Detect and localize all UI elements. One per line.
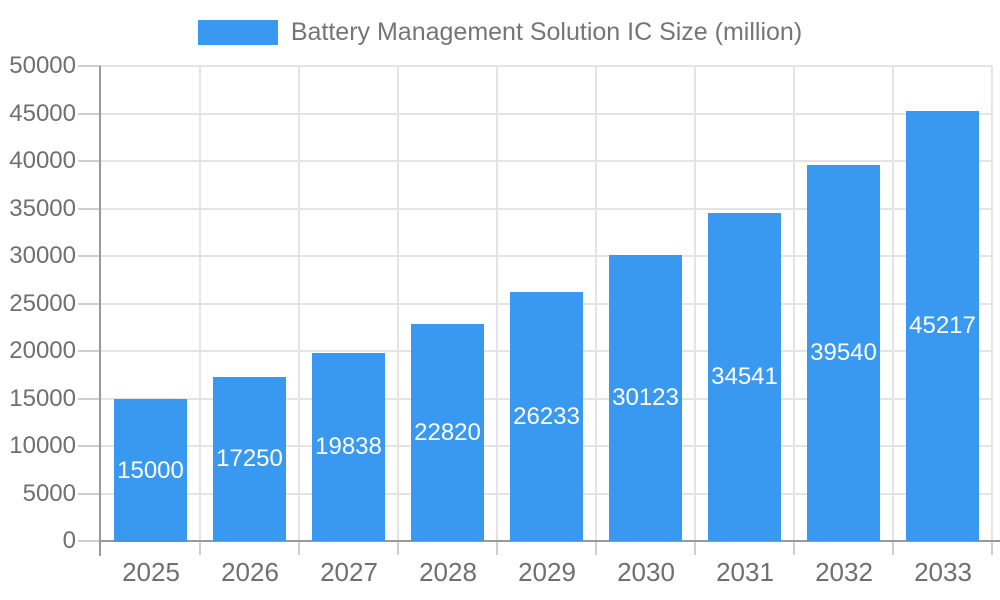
grid-line-vertical <box>991 66 993 541</box>
grid-line-vertical <box>298 66 300 541</box>
x-axis-line <box>99 540 1000 542</box>
x-tick-mark <box>991 540 993 555</box>
bar-value-label: 19838 <box>315 433 382 460</box>
y-tick-mark <box>78 160 101 162</box>
grid-line-vertical <box>694 66 696 541</box>
bar[interactable]: 26233 <box>510 292 583 541</box>
x-tick-mark <box>595 540 597 555</box>
legend-swatch <box>197 19 278 45</box>
x-tick-mark <box>298 540 300 555</box>
grid-line-horizontal <box>101 208 992 210</box>
y-tick-label: 25000 <box>9 290 76 317</box>
grid-line-vertical <box>793 66 795 541</box>
grid-line-horizontal <box>101 113 992 115</box>
x-tick-mark <box>496 540 498 555</box>
y-tick-label: 35000 <box>9 195 76 222</box>
legend-item[interactable]: Battery Management Solution IC Size (mil… <box>0 13 1000 51</box>
x-tick-mark <box>694 540 696 555</box>
y-tick-mark <box>78 540 101 542</box>
bar-value-label: 30123 <box>612 384 679 411</box>
x-tick-mark <box>397 540 399 555</box>
grid-line-vertical <box>496 66 498 541</box>
x-tick-label: 2026 <box>221 557 279 587</box>
legend-label: Battery Management Solution IC Size (mil… <box>290 18 803 46</box>
bar[interactable]: 19838 <box>312 353 385 541</box>
y-tick-mark <box>78 113 101 115</box>
y-tick-mark <box>78 398 101 400</box>
y-tick-mark <box>78 445 101 447</box>
bar-value-label: 22820 <box>414 418 481 446</box>
bar-value-label: 17250 <box>216 445 283 472</box>
bar[interactable]: 17250 <box>213 377 286 541</box>
x-tick-label: 2031 <box>716 557 774 587</box>
x-tick-label: 2027 <box>320 557 378 587</box>
x-tick-mark <box>892 540 894 555</box>
y-axis-line <box>99 66 101 556</box>
x-tick-label: 2030 <box>617 557 675 587</box>
bar[interactable]: 15000 <box>114 399 187 542</box>
y-tick-label: 10000 <box>9 432 76 459</box>
x-tick-label: 2033 <box>914 557 972 587</box>
y-tick-label: 5000 <box>22 480 76 507</box>
y-tick-mark <box>78 255 101 257</box>
bar-value-label: 15000 <box>117 456 184 484</box>
y-tick-label: 0 <box>62 527 76 554</box>
grid-line-horizontal <box>101 160 992 162</box>
bar-value-label: 45217 <box>909 312 976 339</box>
grid-line-vertical <box>199 66 201 541</box>
y-tick-mark <box>78 350 101 352</box>
bar[interactable]: 22820 <box>411 324 484 541</box>
y-tick-label: 15000 <box>9 385 76 412</box>
y-tick-label: 40000 <box>9 147 76 174</box>
grid-line-vertical <box>892 66 894 541</box>
bar[interactable]: 30123 <box>609 255 682 541</box>
bar-value-label: 34541 <box>711 363 778 390</box>
y-tick-mark <box>78 303 101 305</box>
bar-value-label: 39540 <box>810 339 877 366</box>
x-tick-label: 2032 <box>815 557 873 587</box>
x-tick-mark <box>199 540 201 555</box>
y-tick-label: 30000 <box>9 242 76 269</box>
y-tick-mark <box>78 493 101 495</box>
bar[interactable]: 39540 <box>807 165 880 541</box>
x-tick-mark <box>793 540 795 555</box>
x-tick-label: 2029 <box>518 557 576 587</box>
x-tick-label: 2025 <box>122 557 180 587</box>
bar[interactable]: 34541 <box>708 213 781 541</box>
y-tick-mark <box>78 208 101 210</box>
bar[interactable]: 45217 <box>906 111 979 541</box>
grid-line-horizontal <box>101 65 992 67</box>
grid-line-vertical <box>595 66 597 541</box>
grid-line-horizontal <box>101 255 992 257</box>
y-tick-label: 45000 <box>9 100 76 127</box>
bar-value-label: 26233 <box>513 402 580 430</box>
grid-line-vertical <box>397 66 399 541</box>
y-tick-label: 50000 <box>9 52 76 79</box>
y-tick-label: 20000 <box>9 337 76 364</box>
y-tick-mark <box>78 65 101 67</box>
x-tick-label: 2028 <box>419 557 477 587</box>
